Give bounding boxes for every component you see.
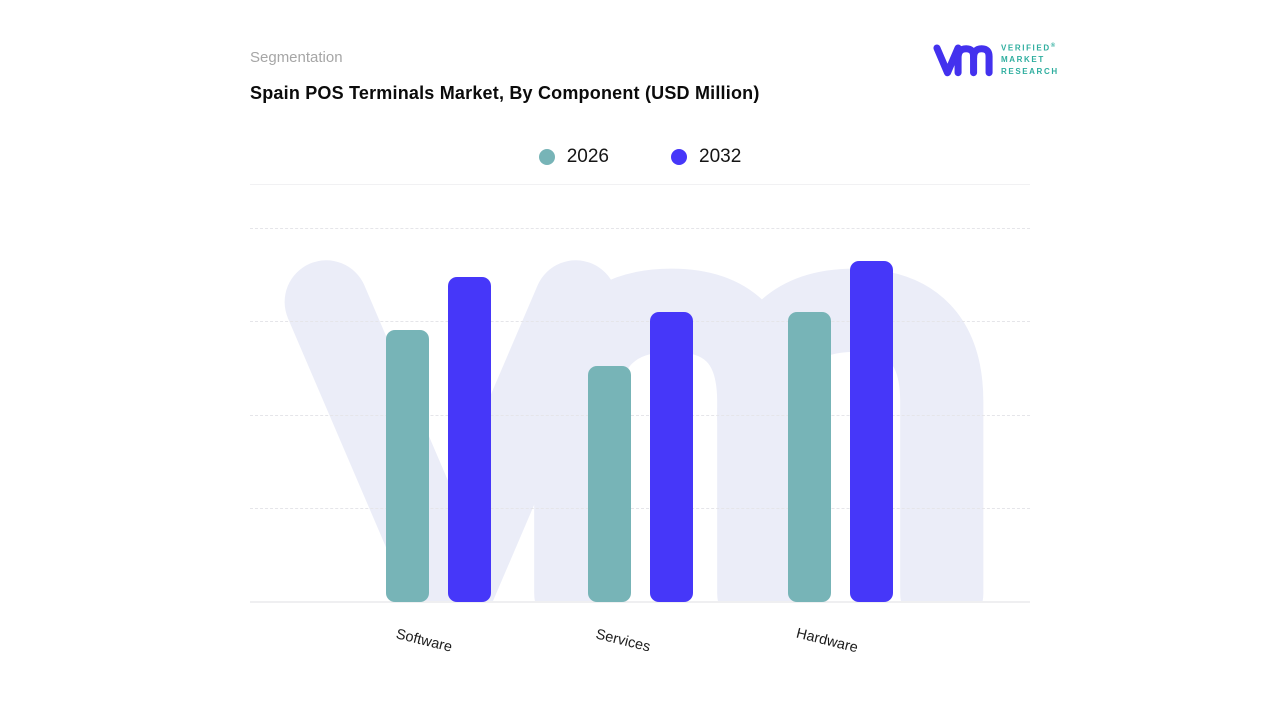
x-axis-line	[250, 601, 1030, 603]
bar-group-hardware	[788, 185, 893, 602]
x-axis-label-services: Services	[594, 626, 652, 656]
legend-label: 2026	[566, 146, 609, 167]
chart-legend: 2026 2032	[250, 146, 1030, 168]
vmr-logo-text: VERIFIED® MARKET RESEARCH	[1001, 42, 1059, 79]
legend-label: 2032	[699, 146, 742, 167]
logo-line-3: RESEARCH	[1001, 67, 1059, 77]
legend-item-2026: 2026	[538, 146, 609, 168]
x-axis-label-software: Software	[394, 626, 454, 656]
gridline	[250, 415, 1030, 416]
vmr-logo: VERIFIED® MARKET RESEARCH	[932, 40, 1059, 80]
gridline	[250, 321, 1030, 322]
logo-line-1: VERIFIED®	[1001, 42, 1056, 53]
logo-line-2: MARKET	[1001, 55, 1045, 65]
legend-divider	[250, 184, 1030, 185]
bar-group-software	[386, 185, 491, 602]
bar-2032-services	[650, 311, 693, 602]
bar-2026-services	[588, 366, 631, 602]
legend-dot-icon	[538, 149, 555, 165]
gridline	[250, 508, 1030, 509]
plot-area	[250, 185, 1030, 603]
section-eyebrow: Segmentation	[250, 49, 343, 66]
legend-item-2032: 2032	[671, 146, 741, 168]
legend-dot-icon	[671, 149, 687, 165]
gridline	[250, 228, 1030, 229]
bar-group-services	[588, 185, 693, 602]
bar-2032-hardware	[850, 261, 893, 602]
x-axis-label-hardware: Hardware	[794, 625, 860, 657]
chart-title: Spain POS Terminals Market, By Component…	[250, 83, 760, 103]
bar-2032-software	[448, 277, 491, 602]
bar-2026-software	[386, 330, 429, 602]
vmr-logo-mark-icon	[933, 44, 993, 77]
bar-2026-hardware	[788, 312, 831, 602]
registered-mark: ®	[1050, 42, 1056, 49]
